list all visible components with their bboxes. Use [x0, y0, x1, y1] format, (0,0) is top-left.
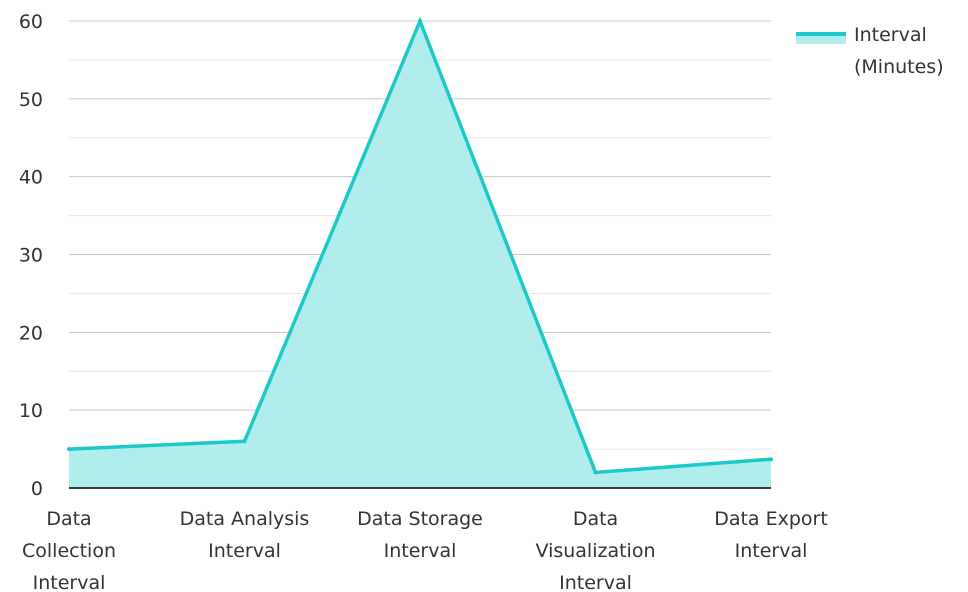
y-tick-label: 40 — [19, 167, 43, 189]
y-axis-ticks: 0 10 20 30 40 50 60 — [19, 11, 43, 500]
data-point — [418, 19, 422, 23]
series-area-fill — [69, 21, 771, 488]
y-tick-label: 0 — [31, 478, 43, 500]
data-point — [593, 470, 598, 475]
x-category-label: Data Visualization Interval — [535, 508, 655, 592]
x-category-label: Data Analysis Interval — [180, 508, 310, 562]
x-category-label: Data Export Interval — [714, 508, 828, 562]
legend-label: Interval (Minutes) — [854, 24, 944, 78]
plot-area — [67, 16, 773, 489]
legend: Interval (Minutes) — [796, 24, 944, 78]
legend-swatch-fill — [796, 34, 846, 44]
y-tick-label: 60 — [19, 11, 43, 33]
data-point — [769, 457, 773, 462]
y-tick-label: 20 — [19, 322, 43, 344]
data-point — [242, 439, 247, 444]
data-point — [67, 447, 71, 452]
y-tick-label: 10 — [19, 400, 43, 422]
y-tick-label: 30 — [19, 245, 43, 267]
x-axis-labels: Data Collection Interval Data Analysis Inter… — [22, 508, 828, 592]
x-category-label: Data Collection Interval — [22, 508, 116, 592]
y-tick-label: 50 — [19, 89, 43, 111]
x-category-label: Data Storage Interval — [357, 508, 483, 562]
